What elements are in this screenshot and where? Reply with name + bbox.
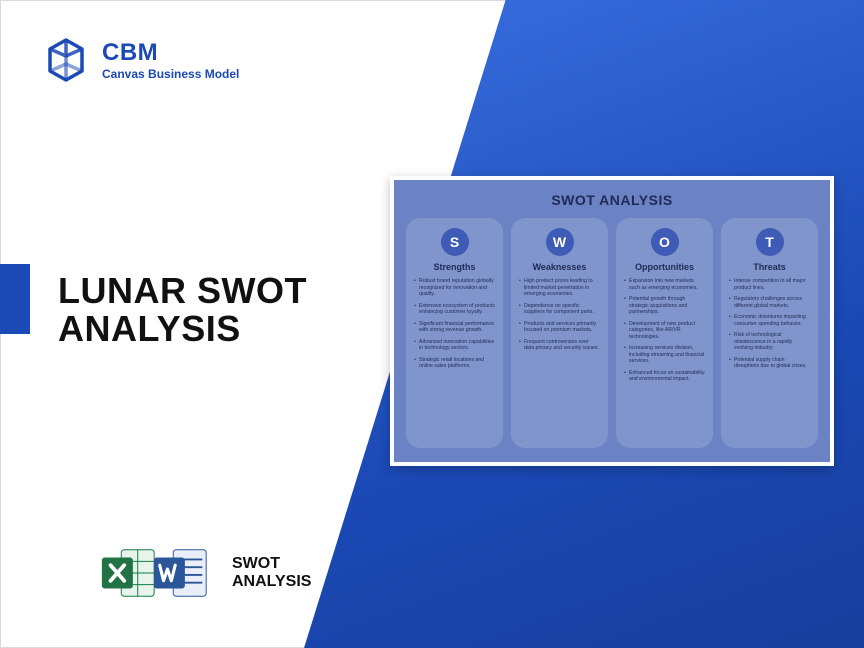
swot-bullet: Development of new product categories, l… — [624, 321, 705, 341]
swot-card-title: SWOT ANALYSIS — [406, 192, 818, 208]
swot-bullet: High product prices leading to limited m… — [519, 278, 600, 298]
swot-letter-circle: T — [756, 228, 784, 256]
swot-bullet: Intense competition in all major product… — [729, 278, 810, 291]
swot-bullet: Strategic retail locations and online sa… — [414, 357, 495, 370]
swot-bullet: Regulatory challenges across different g… — [729, 296, 810, 309]
swot-bullet: Potential growth through strategic acqui… — [624, 296, 705, 316]
brand-tagline: Canvas Business Model — [102, 67, 239, 81]
swot-bullets: Robust brand reputation globally recogni… — [414, 278, 495, 370]
swot-bullet: Increasing services division, including … — [624, 345, 705, 365]
swot-columns: S Strengths Robust brand reputation global… — [406, 218, 818, 448]
swot-column: S Strengths Robust brand reputation global… — [406, 218, 503, 448]
swot-column-heading: Weaknesses — [519, 262, 600, 272]
swot-bullet: Products and services primarily focused … — [519, 321, 600, 334]
cbm-logo-icon — [42, 36, 90, 84]
swot-bullet: Risk of technological obsolescence in a … — [729, 332, 810, 352]
swot-bullet: Potential supply chain disruptions due t… — [729, 357, 810, 370]
title-line-2: ANALYSIS — [58, 310, 307, 348]
tools-label-line-1: SWOT — [232, 555, 311, 573]
tools-label: SWOT ANALYSIS — [232, 555, 311, 590]
swot-bullet: Extensive ecosystem of products enhancin… — [414, 303, 495, 316]
swot-column-heading: Strengths — [414, 262, 495, 272]
swot-bullet: Significant financial performance with s… — [414, 321, 495, 334]
logo-block: CBM Canvas Business Model — [42, 36, 239, 84]
swot-column-heading: Opportunities — [624, 262, 705, 272]
swot-bullet: Advanced innovation capabilities in tech… — [414, 339, 495, 352]
title-line-1: LUNAR SWOT — [58, 272, 307, 310]
swot-column: O Opportunities Expansion into new markets… — [616, 218, 713, 448]
word-icon — [150, 542, 212, 604]
page-title: LUNAR SWOT ANALYSIS — [58, 272, 307, 348]
swot-bullet: Dependence on specific suppliers for com… — [519, 303, 600, 316]
tools-label-line-2: ANALYSIS — [232, 573, 311, 591]
swot-bullet: Enhanced focus on sustainability and env… — [624, 370, 705, 383]
swot-letter-circle: O — [651, 228, 679, 256]
swot-card: SWOT ANALYSIS S Strengths Robust brand rep… — [390, 176, 834, 466]
swot-bullets: High product prices leading to limited m… — [519, 278, 600, 352]
swot-letter-circle: S — [441, 228, 469, 256]
app-icons — [98, 542, 212, 604]
logo-text: CBM Canvas Business Model — [102, 39, 239, 81]
accent-bar — [0, 264, 30, 334]
brand-name: CBM — [102, 39, 239, 67]
swot-bullets: Intense competition in all major product… — [729, 278, 810, 370]
swot-bullet: Expansion into new markets such as emerg… — [624, 278, 705, 291]
swot-bullets: Expansion into new markets such as emerg… — [624, 278, 705, 383]
swot-letter-circle: W — [546, 228, 574, 256]
swot-column-heading: Threats — [729, 262, 810, 272]
swot-bullet: Economic downturns impacting consumer sp… — [729, 314, 810, 327]
swot-bullet: Robust brand reputation globally recogni… — [414, 278, 495, 298]
swot-column: T Threats Intense competition in all major… — [721, 218, 818, 448]
swot-bullet: Frequent controversies over data privacy… — [519, 339, 600, 352]
tools-block: SWOT ANALYSIS — [98, 542, 311, 604]
swot-column: W Weaknesses High product prices leading t… — [511, 218, 608, 448]
